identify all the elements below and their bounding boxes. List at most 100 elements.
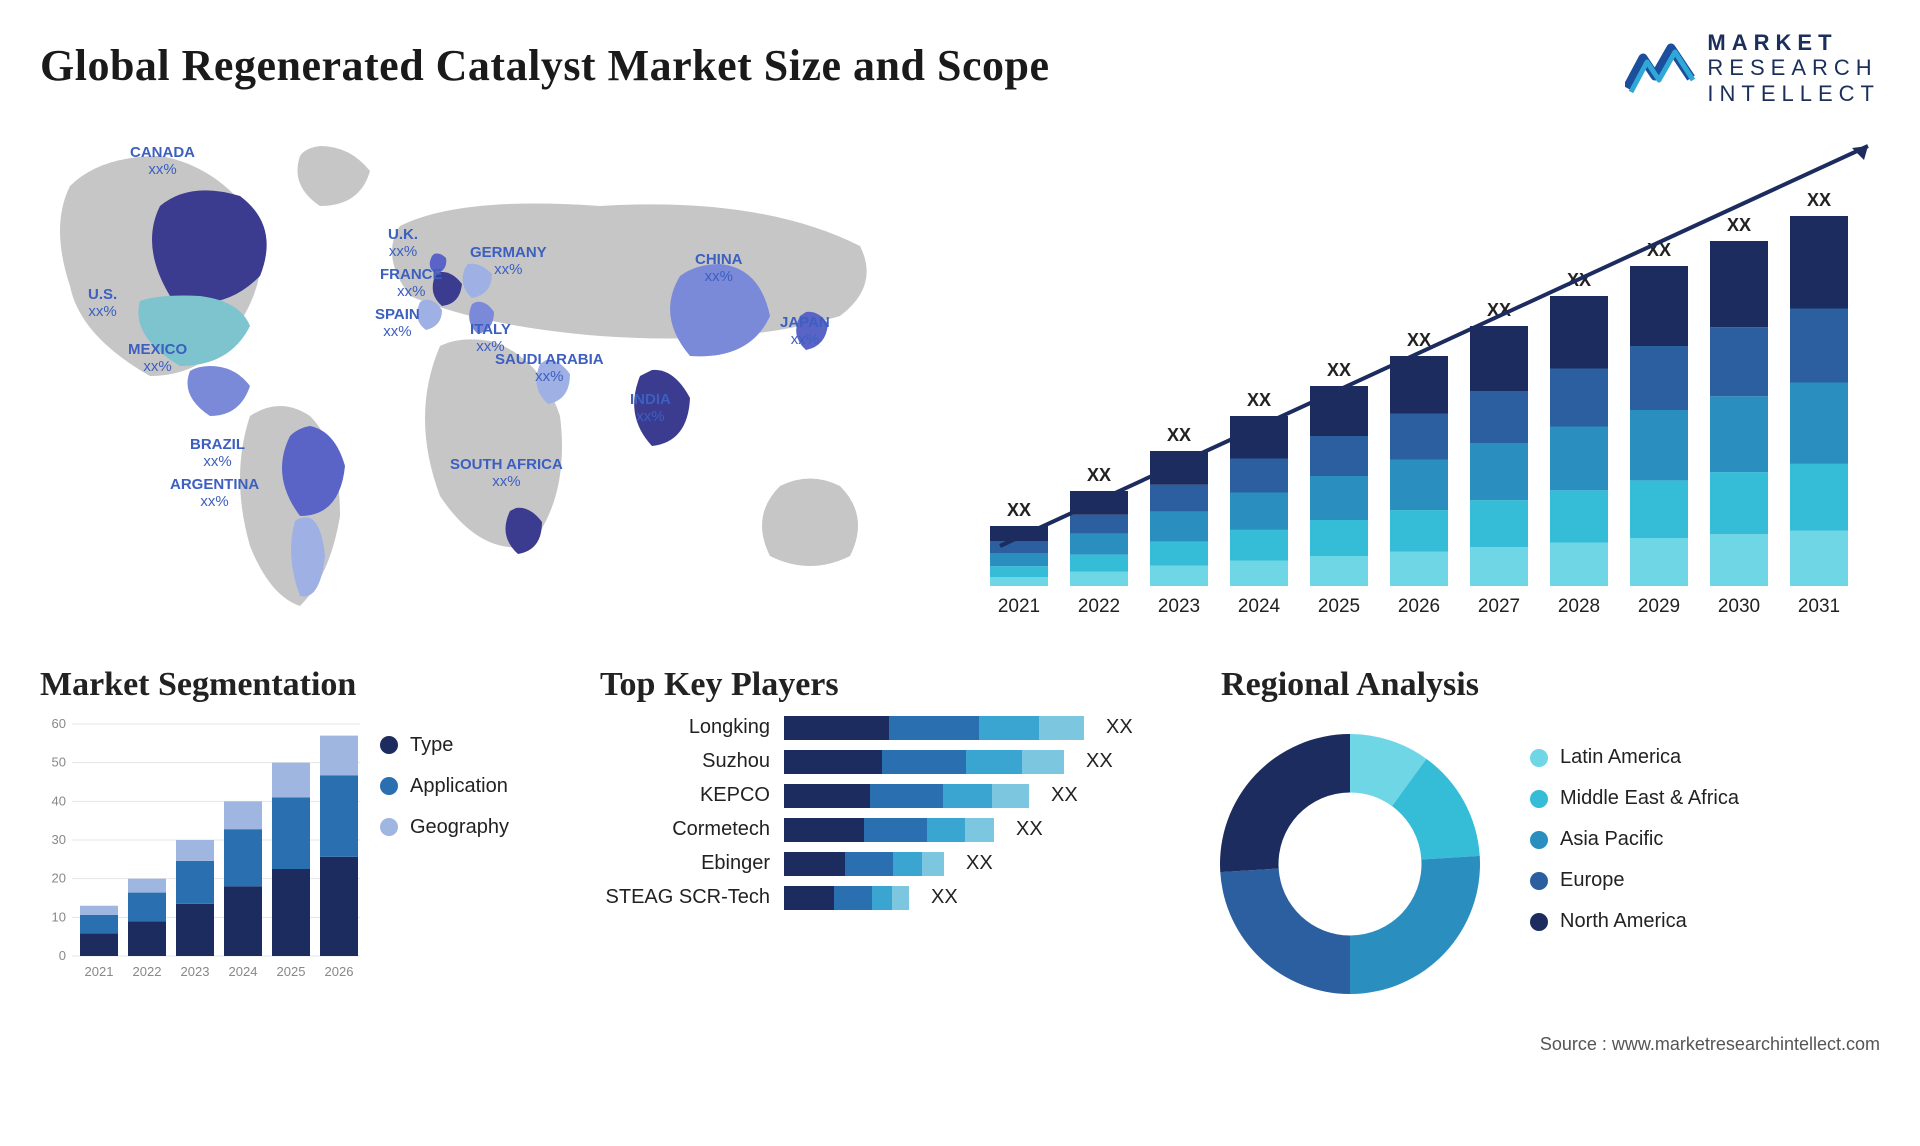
player-bar-segment [979, 716, 1039, 740]
legend-label: Europe [1560, 869, 1625, 892]
player-bar [784, 818, 994, 842]
source-text: Source : www.marketresearchintellect.com [40, 1034, 1880, 1055]
header: Global Regenerated Catalyst Market Size … [40, 30, 1880, 106]
legend-dot [1530, 749, 1548, 767]
player-bar-segment [784, 716, 889, 740]
svg-text:XX: XX [1247, 390, 1271, 410]
player-name: Longking [600, 716, 770, 739]
regional-panel: Regional Analysis Latin AmericaMiddle Ea… [1200, 666, 1880, 1014]
player-bar-segment [784, 750, 882, 774]
svg-text:XX: XX [1727, 215, 1751, 235]
world-map-panel: CANADAxx%U.S.xx%MEXICOxx%BRAZILxx%ARGENT… [40, 116, 910, 636]
player-row: CormetechXX [600, 818, 1160, 842]
player-value: XX [1086, 750, 1113, 773]
regional-legend-item: North America [1530, 910, 1739, 933]
svg-text:XX: XX [1807, 190, 1831, 210]
player-bar [784, 784, 1029, 808]
svg-text:XX: XX [1087, 465, 1111, 485]
svg-text:2026: 2026 [1398, 596, 1440, 617]
legend-dot [1530, 831, 1548, 849]
growth-chart-svg: XX2021XX2022XX2023XX2024XX2025XX2026XX20… [960, 116, 1880, 636]
map-label-saudi-arabia: SAUDI ARABIAxx% [495, 351, 604, 386]
svg-text:2023: 2023 [181, 964, 210, 979]
player-bar-segment [834, 886, 872, 910]
legend-label: Asia Pacific [1560, 828, 1663, 851]
bottom-row: Market Segmentation 01020304050602021202… [40, 666, 1880, 1014]
player-bar [784, 852, 944, 876]
svg-text:2031: 2031 [1798, 596, 1840, 617]
player-bar-segment [893, 852, 922, 876]
player-value: XX [931, 886, 958, 909]
regional-legend-item: Latin America [1530, 746, 1739, 769]
legend-label: Latin America [1560, 746, 1681, 769]
legend-dot [1530, 872, 1548, 890]
player-bar [784, 750, 1064, 774]
player-value: XX [966, 852, 993, 875]
svg-text:20: 20 [52, 871, 66, 886]
player-bar-segment [864, 818, 927, 842]
svg-text:2029: 2029 [1638, 596, 1680, 617]
regional-legend-item: Asia Pacific [1530, 828, 1739, 851]
player-name: KEPCO [600, 784, 770, 807]
page-title: Global Regenerated Catalyst Market Size … [40, 40, 1050, 91]
svg-text:50: 50 [52, 755, 66, 770]
player-bar-segment [784, 852, 845, 876]
svg-text:2025: 2025 [277, 964, 306, 979]
svg-text:2023: 2023 [1158, 596, 1200, 617]
regional-title: Regional Analysis [1200, 666, 1500, 704]
player-bar-segment [784, 886, 834, 910]
legend-dot [380, 777, 398, 795]
legend-dot [1530, 913, 1548, 931]
player-bar-segment [845, 852, 893, 876]
map-label-germany: GERMANYxx% [470, 244, 547, 279]
player-row: Longking XX [600, 716, 1160, 740]
segmentation-legend: Type Application Geography [380, 734, 509, 984]
player-bar [784, 716, 1084, 740]
players-panel: Top Key Players Longking XX Suzhou XX KEPCO X… [600, 666, 1160, 910]
players-list: Longking XX Suzhou XX KEPCO XX CormetechXX Ebin… [600, 716, 1160, 910]
player-bar-segment [1039, 716, 1084, 740]
players-title: Top Key Players [600, 666, 1160, 704]
logo-icon [1625, 38, 1695, 98]
world-map [40, 116, 910, 636]
segmentation-legend-item: Application [380, 775, 509, 798]
svg-text:2024: 2024 [1238, 596, 1281, 617]
player-bar-segment [965, 818, 994, 842]
logo-line1: MARKET [1707, 30, 1880, 55]
player-bar-segment [922, 852, 944, 876]
segmentation-title: Market Segmentation [40, 666, 560, 704]
map-label-france: FRANCExx% [380, 266, 443, 301]
regional-legend: Latin AmericaMiddle East & AfricaAsia Pa… [1530, 746, 1739, 933]
svg-text:40: 40 [52, 793, 66, 808]
player-bar-segment [992, 784, 1029, 808]
player-row: EbingerXX [600, 852, 1160, 876]
svg-text:2021: 2021 [998, 596, 1040, 617]
player-row: Suzhou XX [600, 750, 1160, 774]
legend-dot [380, 818, 398, 836]
segmentation-legend-item: Type [380, 734, 509, 757]
player-bar-segment [882, 750, 966, 774]
segmentation-panel: Market Segmentation 01020304050602021202… [40, 666, 560, 984]
player-bar-segment [943, 784, 992, 808]
map-label-u-s-: U.S.xx% [88, 286, 117, 321]
svg-text:XX: XX [1167, 425, 1191, 445]
player-name: Suzhou [600, 750, 770, 773]
player-row: STEAG SCR-TechXX [600, 886, 1160, 910]
svg-text:60: 60 [52, 716, 66, 731]
legend-label: North America [1560, 910, 1687, 933]
map-label-japan: JAPANxx% [780, 314, 830, 349]
svg-text:2025: 2025 [1318, 596, 1360, 617]
svg-text:2022: 2022 [133, 964, 162, 979]
player-bar-segment [892, 886, 910, 910]
legend-dot [1530, 790, 1548, 808]
svg-text:2021: 2021 [85, 964, 114, 979]
svg-text:30: 30 [52, 832, 66, 847]
map-label-spain: SPAINxx% [375, 306, 420, 341]
map-label-south-africa: SOUTH AFRICAxx% [450, 456, 563, 491]
legend-label: Application [410, 775, 508, 798]
svg-text:2027: 2027 [1478, 596, 1520, 617]
player-value: XX [1106, 716, 1133, 739]
legend-label: Geography [410, 816, 509, 839]
segmentation-legend-item: Geography [380, 816, 509, 839]
map-label-u-k-: U.K.xx% [388, 226, 418, 261]
